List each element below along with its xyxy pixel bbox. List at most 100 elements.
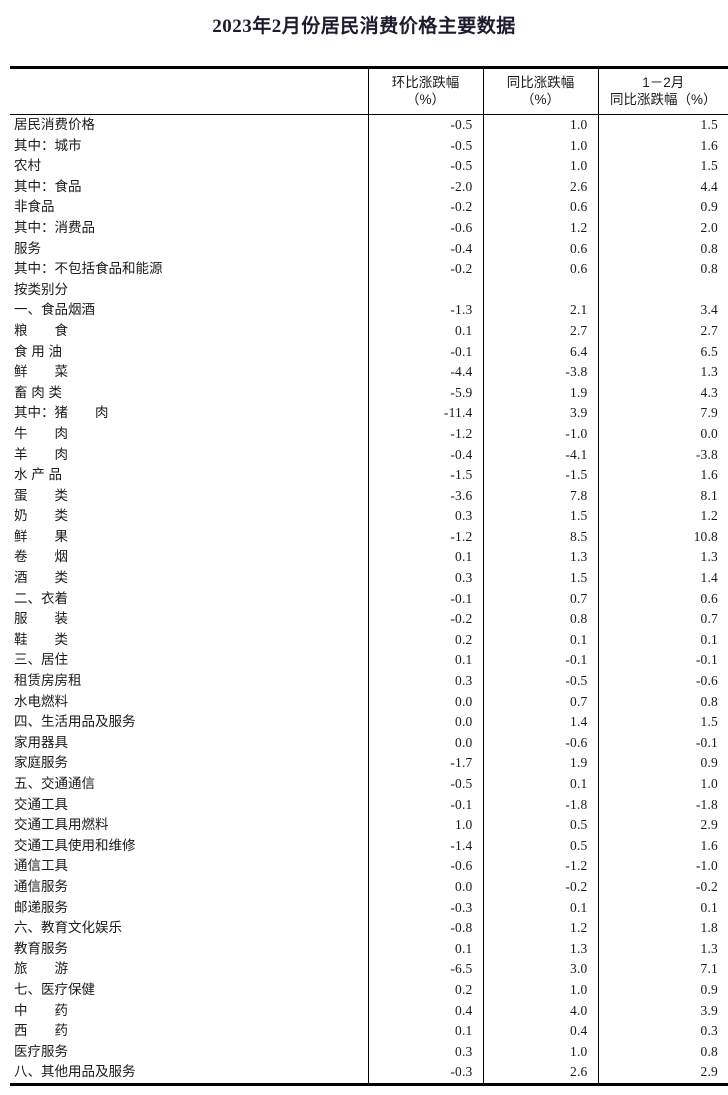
cell-yoy: 8.5 — [483, 526, 599, 548]
cell-yoy: 1.0 — [483, 979, 599, 1001]
row-label: 教育服务 — [10, 938, 369, 960]
cell-mom: 0.1 — [368, 320, 484, 342]
cell-mom: -0.2 — [368, 197, 484, 218]
cell-yoy: 1.0 — [483, 135, 599, 157]
cell-cum: -1.0 — [695, 858, 718, 874]
page-title: 2023年2月份居民消费价格主要数据 — [212, 16, 516, 37]
row-label: 水 产 品 — [10, 465, 369, 486]
cell-cum: 1.8 — [700, 920, 718, 936]
table-row: 交通工具 -0.1 -1.8 -1.8 — [10, 794, 728, 816]
cell-mom: 0.1 — [368, 547, 484, 569]
cell-cum: 3.4 — [700, 302, 718, 318]
row-label: 其中：不包括食品和能源 — [10, 259, 369, 280]
table-row: 其中：消费品 -0.6 1.2 2.0 — [10, 217, 728, 239]
row-label: 邮递服务 — [10, 897, 369, 919]
column-header-cumulative-line2: 同比涨跌幅（%） — [609, 92, 717, 107]
cell-cum: 1.3 — [700, 364, 718, 380]
table-row: 其中：不包括食品和能源 -0.2 0.6 0.8 — [10, 259, 728, 280]
row-label: 旅 游 — [10, 959, 369, 980]
cell-mom: -0.5 — [368, 156, 484, 177]
row-label: 服务 — [10, 238, 369, 260]
table-row: 租赁房房租 0.3 -0.5 -0.6 — [10, 671, 728, 692]
cell-yoy: 0.1 — [483, 629, 599, 651]
row-label: 其中：城市 — [10, 135, 369, 157]
cell-yoy: 4.0 — [483, 1000, 599, 1022]
cell-mom: -0.1 — [368, 588, 484, 610]
cell-mom: -3.6 — [368, 485, 484, 507]
cell-yoy: -1.0 — [483, 423, 599, 445]
table-row: 羊 肉 -0.4 -4.1 -3.8 — [10, 444, 728, 466]
cell-yoy: -1.5 — [483, 465, 599, 486]
cell-mom: 0.1 — [368, 1021, 484, 1042]
cell-yoy: 2.6 — [483, 1062, 599, 1086]
cell-cum: 0.1 — [700, 899, 718, 915]
cell-yoy: 1.0 — [483, 114, 599, 136]
cell-mom: -0.8 — [368, 918, 484, 939]
cell-cum: 2.9 — [598, 1062, 728, 1086]
cell-cum: 0.9 — [700, 199, 718, 215]
table-row: 其中：猪 肉 -11.4 3.9 7.9 — [10, 403, 728, 424]
table-row: 西 药 0.1 0.4 0.3 — [10, 1021, 728, 1042]
cell-mom: -0.5 — [368, 135, 484, 157]
cell-cum: 1.3 — [700, 549, 718, 565]
cell-yoy: -1.8 — [483, 794, 599, 816]
column-header-yoy-line1: 同比涨跌幅 — [506, 75, 575, 90]
cell-mom: 0.0 — [368, 732, 484, 754]
row-label: 羊 肉 — [10, 444, 369, 466]
row-label: 六、教育文化娱乐 — [10, 918, 369, 939]
cell-mom: -1.5 — [368, 465, 484, 486]
row-label: 鲜 菜 — [10, 362, 369, 383]
cell-cum: 2.7 — [700, 322, 718, 338]
cell-cum: 0.9 — [700, 981, 718, 997]
cell-yoy: 1.0 — [483, 1041, 599, 1063]
column-header-cumulative-line1: 1－2月 — [642, 75, 685, 90]
table-row: 交通工具用燃料 1.0 0.5 2.9 — [10, 815, 728, 836]
table-row: 服 装 -0.2 0.8 0.7 — [10, 609, 728, 630]
table-row: 服务 -0.4 0.6 0.8 — [10, 238, 728, 260]
cell-cum: 0.9 — [700, 755, 718, 771]
cell-yoy: 0.6 — [483, 197, 599, 218]
cell-mom: -1.3 — [368, 300, 484, 321]
cell-yoy: 0.1 — [483, 774, 599, 795]
row-label: 家庭服务 — [10, 753, 369, 774]
row-label: 非食品 — [10, 197, 369, 218]
table-row: 鲜 菜 -4.4 -3.8 1.3 — [10, 362, 728, 383]
cell-yoy: -4.1 — [483, 444, 599, 466]
row-label: 水电燃料 — [10, 691, 369, 713]
cell-cum: 0.7 — [700, 611, 718, 627]
cell-yoy: 0.8 — [483, 609, 599, 630]
cell-cum: 1.6 — [700, 137, 718, 153]
row-label: 牛 肉 — [10, 423, 369, 445]
cell-yoy: 0.1 — [483, 897, 599, 919]
cell-mom: 0.3 — [368, 568, 484, 589]
cell-mom: -0.2 — [368, 609, 484, 630]
table-row: 家庭服务 -1.7 1.9 0.9 — [10, 753, 728, 774]
cell-mom: 0.1 — [368, 938, 484, 960]
table-row: 水电燃料 0.0 0.7 0.8 — [10, 691, 728, 713]
table-row: 三、居住 0.1 -0.1 -0.1 — [10, 650, 728, 672]
cell-yoy: 0.7 — [483, 588, 599, 610]
row-label: 二、衣着 — [10, 588, 369, 610]
cell-cum: 7.1 — [700, 961, 718, 977]
cell-mom: -0.4 — [368, 444, 484, 466]
cell-cum: 0.8 — [700, 261, 718, 277]
cell-yoy: -0.6 — [483, 732, 599, 754]
row-label: 居民消费价格 — [10, 114, 369, 136]
cell-mom: 0.4 — [368, 1000, 484, 1022]
cell-mom: -1.7 — [368, 753, 484, 774]
cell-cum: 1.4 — [700, 570, 718, 586]
table-row: 医疗服务 0.3 1.0 0.8 — [10, 1041, 728, 1063]
cell-mom: 0.3 — [368, 1041, 484, 1063]
table-row: 鲜 果 -1.2 8.5 10.8 — [10, 526, 728, 548]
cell-cum: 0.8 — [700, 1043, 718, 1059]
cell-cum: 1.3 — [700, 940, 718, 956]
cell-mom: -0.4 — [368, 238, 484, 260]
row-label: 一、食品烟酒 — [10, 300, 369, 321]
cell-cum: 0.8 — [700, 693, 718, 709]
column-header-yoy: 同比涨跌幅 （%） — [483, 66, 599, 115]
row-label: 五、交通通信 — [10, 774, 369, 795]
table-row: 通信工具 -0.6 -1.2 -1.0 — [10, 856, 728, 877]
cell-mom: -1.2 — [368, 526, 484, 548]
row-label: 鲜 果 — [10, 526, 369, 548]
cell-yoy: 1.2 — [483, 918, 599, 939]
